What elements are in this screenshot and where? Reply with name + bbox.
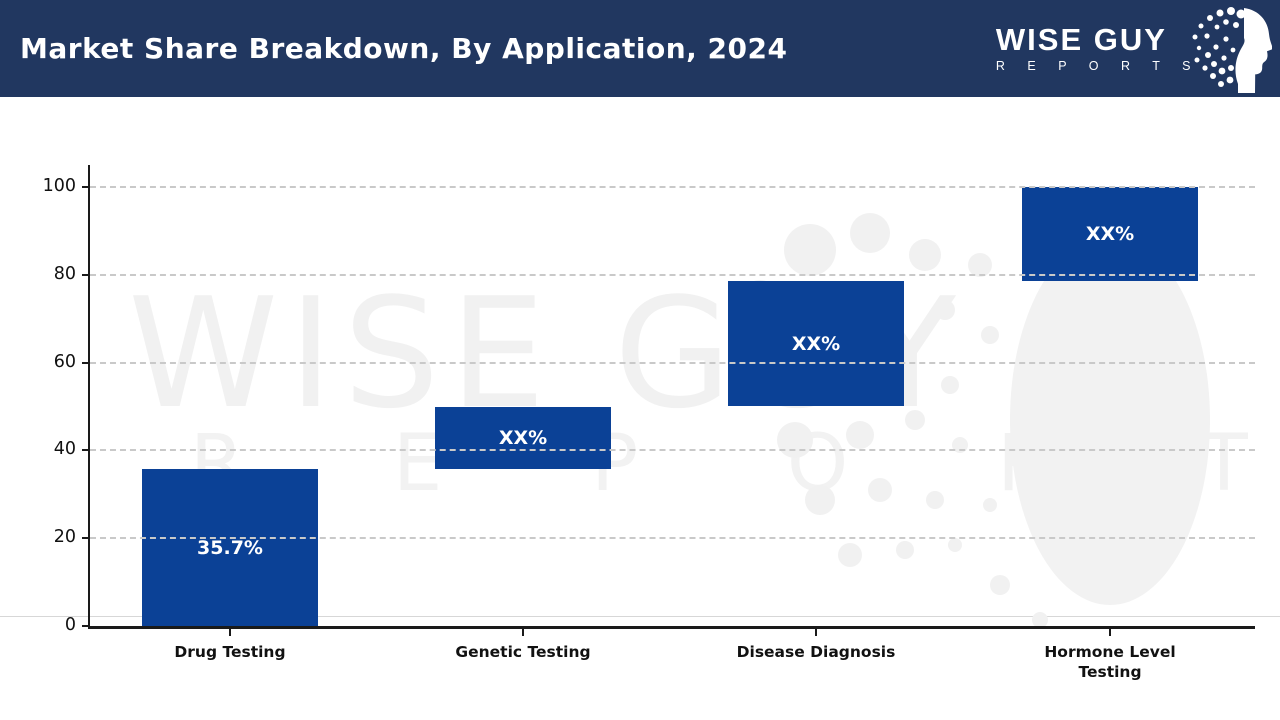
x-axis-label: Genetic Testing <box>455 643 591 661</box>
wiseguy-logo-text: WISE GUY R E P O R T S <box>996 24 1200 73</box>
x-axis-label: Disease Diagnosis <box>736 643 896 661</box>
wiseguy-logo: WISE GUY R E P O R T S <box>996 5 1272 93</box>
logo-wordmark: WISE GUY <box>995 22 1167 58</box>
page-title: Market Share Breakdown, By Application, … <box>20 32 788 65</box>
bar-disease-diagnosis <box>728 281 904 407</box>
x-axis-label: Drug Testing <box>174 643 286 661</box>
x-axis-tick <box>1109 629 1111 636</box>
y-axis-tick <box>82 361 89 364</box>
x-axis-label: Hormone Level Testing <box>1044 643 1176 682</box>
gridline <box>90 186 1255 188</box>
bar-value-label: 35.7% <box>197 536 263 559</box>
x-axis-tick <box>229 629 231 636</box>
bar-drug-testing <box>142 469 318 626</box>
bar-hormone-level-testing <box>1022 187 1198 282</box>
y-axis-label: 100 <box>42 176 76 196</box>
page-bottom-border <box>0 616 1280 617</box>
bar-genetic-testing <box>435 406 611 470</box>
bar-value-label: XX% <box>498 426 548 449</box>
x-axis-tick <box>815 629 817 636</box>
wiseguy-face-logo-icon <box>1192 6 1272 93</box>
logo-subtitle: R E P O R T S <box>995 59 1200 74</box>
bar-value-label: XX% <box>1085 223 1135 246</box>
header-bar: Market Share Breakdown, By Application, … <box>0 0 1280 97</box>
gridline <box>90 361 1255 364</box>
x-axis-tick <box>522 629 524 636</box>
y-axis-label: 60 <box>53 351 76 372</box>
y-axis-tick <box>82 449 89 452</box>
y-axis-tick <box>82 537 89 540</box>
gridline <box>90 449 1255 452</box>
y-axis-tick <box>82 273 89 276</box>
gridline <box>90 273 1255 276</box>
y-axis-label: 20 <box>53 527 76 548</box>
chart-area: WISE GUY R E P O R T S 02040608010035.7%… <box>0 97 1280 720</box>
bar-value-label: XX% <box>791 332 841 355</box>
y-axis-line <box>88 165 90 629</box>
gridline <box>90 537 1255 540</box>
y-axis-label: 40 <box>53 439 76 460</box>
y-axis-label: 0 <box>64 615 76 635</box>
y-axis-tick <box>82 625 89 627</box>
y-axis-label: 80 <box>53 263 76 284</box>
y-axis-tick <box>82 186 89 188</box>
x-axis-line <box>88 626 1255 629</box>
